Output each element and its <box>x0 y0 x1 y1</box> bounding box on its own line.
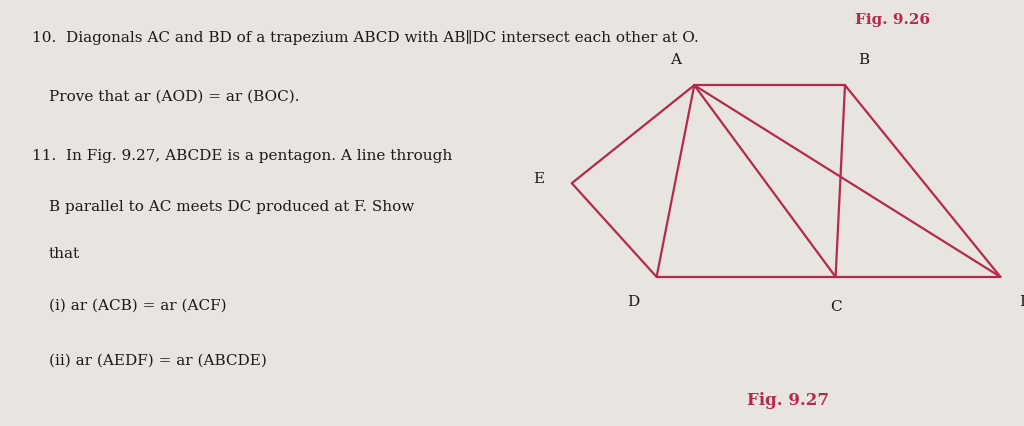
Text: 10.  Diagonals AC and BD of a trapezium ABCD with AB∥DC intersect each other at : 10. Diagonals AC and BD of a trapezium A… <box>32 30 698 45</box>
Text: (ii) ar (AEDF) = ar (ABCDE): (ii) ar (AEDF) = ar (ABCDE) <box>49 354 266 368</box>
Text: Fig. 9.26: Fig. 9.26 <box>855 13 930 27</box>
Text: F: F <box>1019 296 1024 309</box>
Text: A: A <box>670 53 681 66</box>
Text: Prove that ar (AOD) = ar (BOC).: Prove that ar (AOD) = ar (BOC). <box>49 89 299 104</box>
Text: D: D <box>627 296 639 309</box>
Text: B parallel to AC meets DC produced at F. Show: B parallel to AC meets DC produced at F.… <box>49 200 414 214</box>
Text: (i) ar (ACB) = ar (ACF): (i) ar (ACB) = ar (ACF) <box>49 298 226 312</box>
Text: C: C <box>829 300 842 314</box>
Text: that: that <box>49 247 80 261</box>
Text: E: E <box>534 172 545 186</box>
Text: 11.  In Fig. 9.27, ABCDE is a pentagon. A line through: 11. In Fig. 9.27, ABCDE is a pentagon. A… <box>32 149 452 163</box>
Text: Fig. 9.27: Fig. 9.27 <box>748 392 829 409</box>
Text: B: B <box>858 53 869 66</box>
